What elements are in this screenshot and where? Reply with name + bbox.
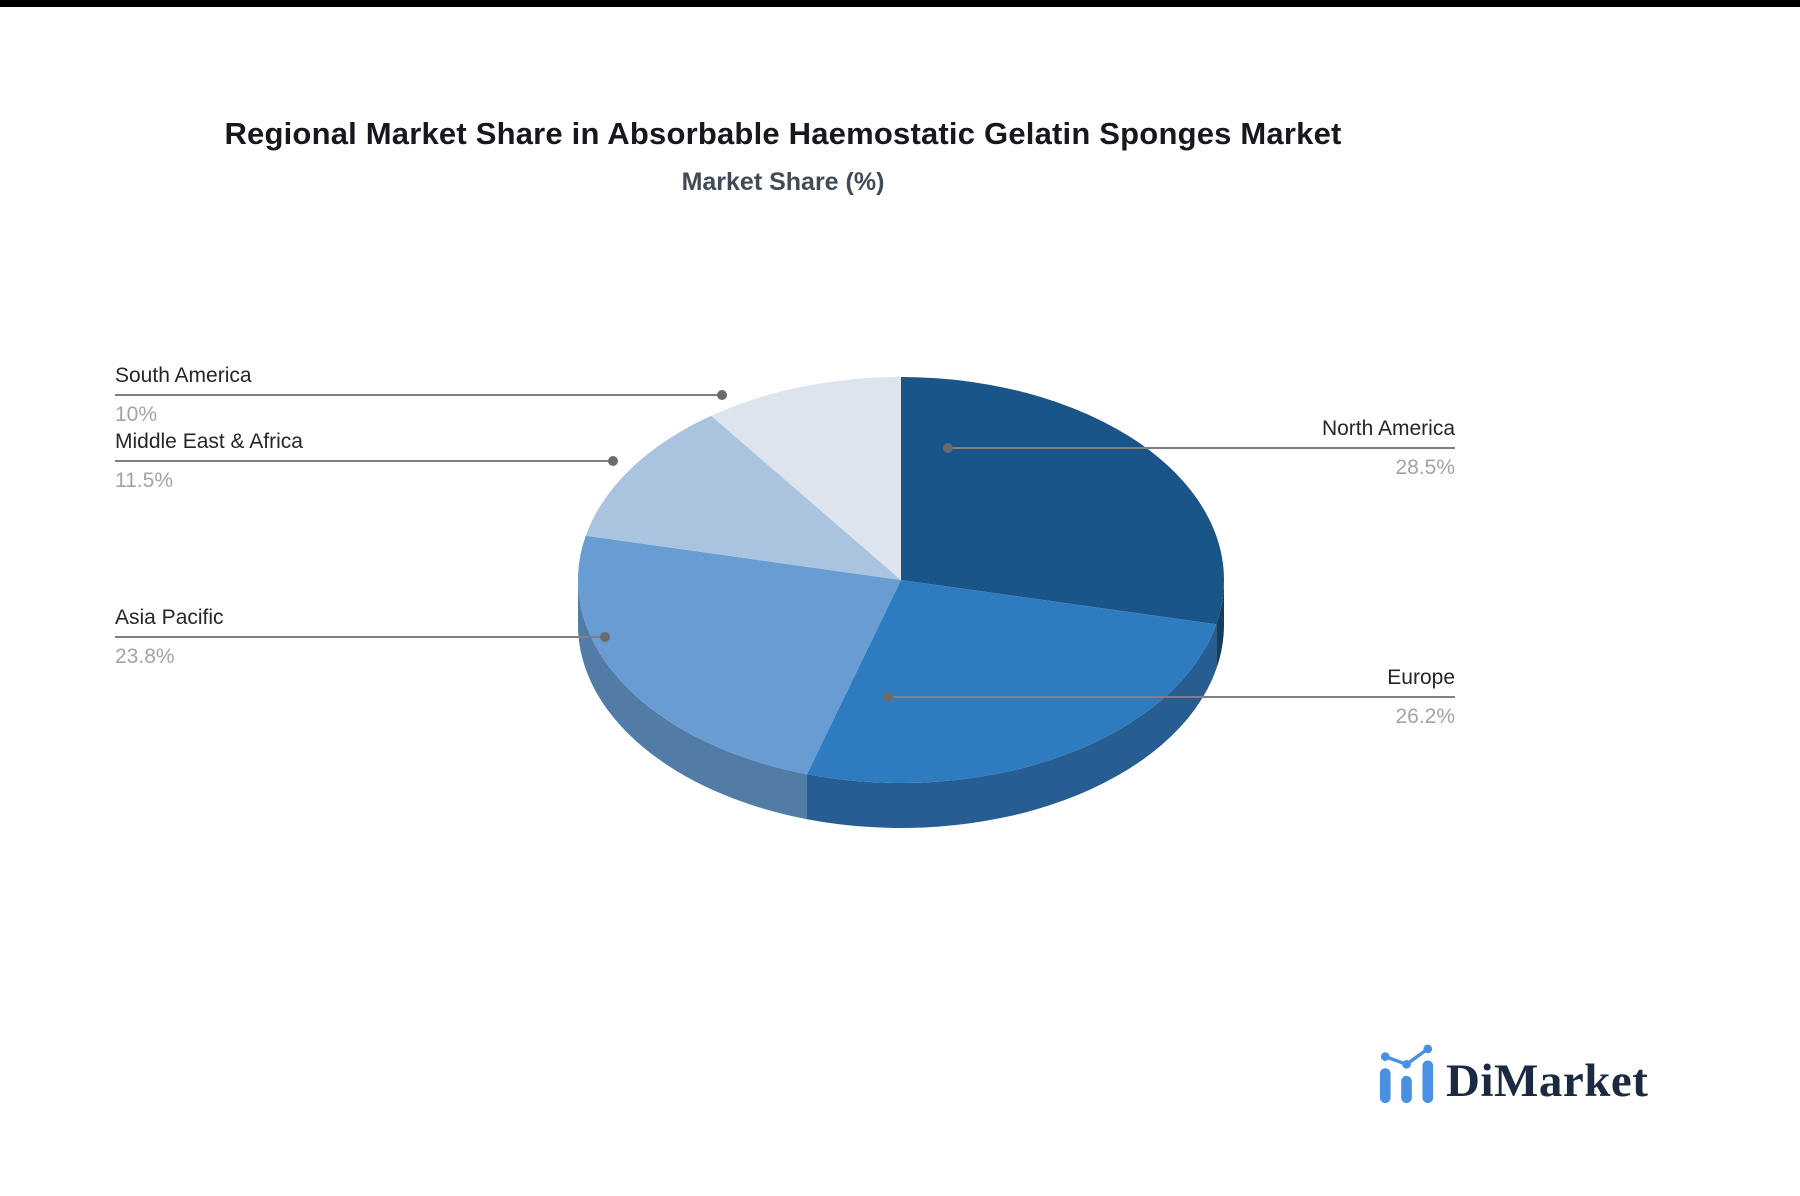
callout-europe: Europe 26.2%: [1387, 665, 1455, 730]
slice-label: Europe: [1387, 666, 1455, 689]
chart-subtitle: Market Share (%): [681, 168, 885, 196]
pie-slice-middle-east-africa[interactable]: [585, 415, 901, 580]
pie-slice-south-america[interactable]: [711, 377, 901, 580]
pie-slice-europe[interactable]: [807, 580, 1217, 783]
slice-label: North America: [1321, 417, 1455, 440]
slice-label: South America: [115, 364, 252, 387]
dimarket-logo: DiMarket: [1378, 1037, 1648, 1105]
leader-dot-europe: [883, 692, 893, 702]
chart-title: Regional Market Share in Absorbable Haem…: [224, 116, 1342, 151]
callout-south-america: South America 10%: [115, 363, 252, 428]
slice-label: Asia Pacific: [115, 606, 224, 629]
callout-middle-east-africa: Middle East & Africa 11.5%: [115, 429, 303, 494]
slice-value: 26.2%: [1395, 705, 1455, 728]
pie-slice-side-north-america: [1216, 580, 1224, 670]
leader-dot-south-america: [717, 390, 727, 400]
leader-dot-asia-pacific: [600, 632, 610, 642]
pie-slice-side-europe: [807, 624, 1217, 828]
leader-dot-middle-east-africa: [608, 456, 618, 466]
pie-slice-north-america[interactable]: [901, 377, 1224, 625]
logo-text: DiMarket: [1446, 1055, 1649, 1107]
slice-value: 10%: [115, 403, 158, 426]
bar-chart-trend-icon: [1379, 1044, 1434, 1103]
pie-slice-side-asia-pacific: [578, 580, 807, 820]
slice-value: 11.5%: [115, 469, 173, 492]
slice-label: Middle East & Africa: [115, 430, 303, 453]
window-top-edge: [0, 0, 1800, 7]
pie-slice-asia-pacific[interactable]: [578, 535, 901, 775]
callout-asia-pacific: Asia Pacific 23.8%: [115, 605, 224, 670]
slice-value: 28.5%: [1395, 456, 1455, 479]
callout-north-america: North America 28.5%: [1322, 416, 1455, 481]
leader-dot-north-america: [943, 443, 953, 453]
slice-value: 23.8%: [115, 645, 175, 668]
